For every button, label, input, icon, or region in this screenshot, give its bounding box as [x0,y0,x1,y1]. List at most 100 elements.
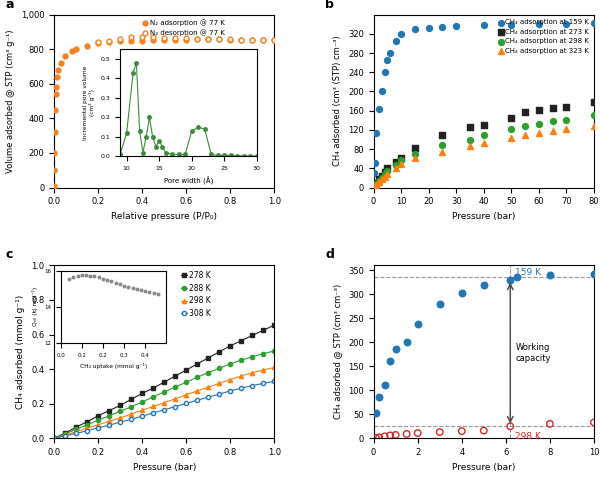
CH₄ adsorption at 298 K [410,150,420,158]
Point [402,430,412,438]
278 K [194,361,201,367]
288 K [238,357,245,363]
N₂ desorption @ 77 K [161,35,168,41]
N₂ desorption @ 77 K [271,37,278,43]
308 K [227,388,234,394]
CH₄ adsorption at 273 K [391,158,400,166]
CH₄ adsorption at 273 K [377,171,386,179]
CH₄ adsorption at 298 K [520,122,530,130]
Point [589,418,599,426]
298 K [249,370,256,375]
CH₄ adsorption at 323 K [370,182,380,190]
308 K [249,383,256,389]
CH₄ adsorption at 323 K [370,183,379,191]
N₂ adsorption @ 77 K [68,48,75,54]
Point [505,422,515,430]
N₂ adsorption @ 77 K [149,37,157,43]
Line: N₂ desorption @ 77 K: N₂ desorption @ 77 K [95,35,277,45]
Text: c: c [5,248,13,262]
308 K [205,394,212,400]
CH₄ adsorption at 323 K [397,161,406,169]
CH₄ adsorption at 273 K [589,98,599,106]
N₂ desorption @ 77 K [216,36,223,42]
278 K [61,430,68,436]
278 K [182,367,190,373]
298 K [205,384,212,390]
Point [545,271,555,279]
Text: b: b [325,0,334,11]
278 K [106,408,113,413]
298 K [106,418,113,424]
N₂ adsorption @ 77 K [205,36,212,42]
298 K [94,422,101,428]
288 K [260,351,267,356]
298 K [128,411,135,417]
CH₄ adsorption at 323 K [589,122,599,130]
278 K [271,322,278,328]
298 K [161,400,168,406]
N₂ adsorption @ 77 K [271,37,278,43]
308 K [83,428,91,433]
Text: d: d [325,248,334,262]
X-axis label: Pressure (bar): Pressure (bar) [133,463,196,471]
288 K [227,361,234,367]
N₂ adsorption @ 77 K [55,67,62,73]
N₂ adsorption @ 77 K [249,37,256,43]
CH₄ adsorption at 298 K [380,170,389,178]
CH₄ adsorption at 298 K [589,112,599,119]
CH₄ adsorption at 298 K [534,120,544,128]
CH₄ adsorption at 298 K [370,183,379,190]
N₂ desorption @ 77 K [227,36,234,42]
CH₄ adsorption at 273 K [371,179,381,187]
298 K [61,432,68,438]
Point [371,434,380,442]
CH₄ adsorption at 323 K [410,154,420,162]
CH₄ adsorption at 159 K [451,22,461,30]
298 K [73,429,80,435]
N₂ adsorption @ 77 K [61,53,68,59]
Text: 159 K: 159 K [515,268,541,278]
N₂ desorption @ 77 K [106,37,113,43]
N₂ adsorption @ 77 K [161,37,168,43]
Point [589,270,599,278]
N₂ adsorption @ 77 K [238,37,245,42]
Point [505,276,515,283]
N₂ adsorption @ 77 K [182,37,190,42]
CH₄ adsorption at 273 K [534,106,544,113]
N₂ desorption @ 77 K [116,36,124,42]
CH₄ adsorption at 159 K [377,88,386,95]
CH₄ adsorption at 298 K [377,174,386,182]
Point [385,431,395,439]
288 K [172,384,179,390]
278 K [172,373,179,379]
N₂ desorption @ 77 K [260,37,267,43]
CH₄ adsorption at 298 K [562,116,571,124]
308 K [94,425,101,431]
288 K [249,354,256,359]
Line: 308 K: 308 K [52,379,277,440]
298 K [116,415,124,421]
CH₄ adsorption at 159 K [369,181,379,189]
Point [371,410,380,417]
X-axis label: Relative pressure (P/P₀): Relative pressure (P/P₀) [111,212,217,221]
278 K [227,343,234,349]
298 K [50,435,58,441]
X-axis label: Pressure (bar): Pressure (bar) [452,212,515,221]
N₂ desorption @ 77 K [139,34,146,40]
CH₄ adsorption at 159 K [370,169,379,177]
CH₄ adsorption at 273 K [479,121,488,129]
Text: Working
capacity: Working capacity [516,343,551,363]
278 K [128,396,135,402]
288 K [205,370,212,375]
Point [435,428,445,436]
Line: N₂ adsorption @ 77 K: N₂ adsorption @ 77 K [52,37,277,188]
308 K [260,380,267,386]
Point [435,300,445,308]
Legend: CH₄ adsorption at 159 K, CH₄ adsorption at 273 K, CH₄ adsorption at 298 K, CH₄ a: CH₄ adsorption at 159 K, CH₄ adsorption … [497,18,590,56]
CH₄ adsorption at 159 K [383,56,392,64]
Point [374,393,384,401]
298 K [172,396,179,402]
CH₄ adsorption at 159 K [589,19,599,27]
N₂ adsorption @ 77 K [128,38,135,44]
278 K [249,333,256,338]
